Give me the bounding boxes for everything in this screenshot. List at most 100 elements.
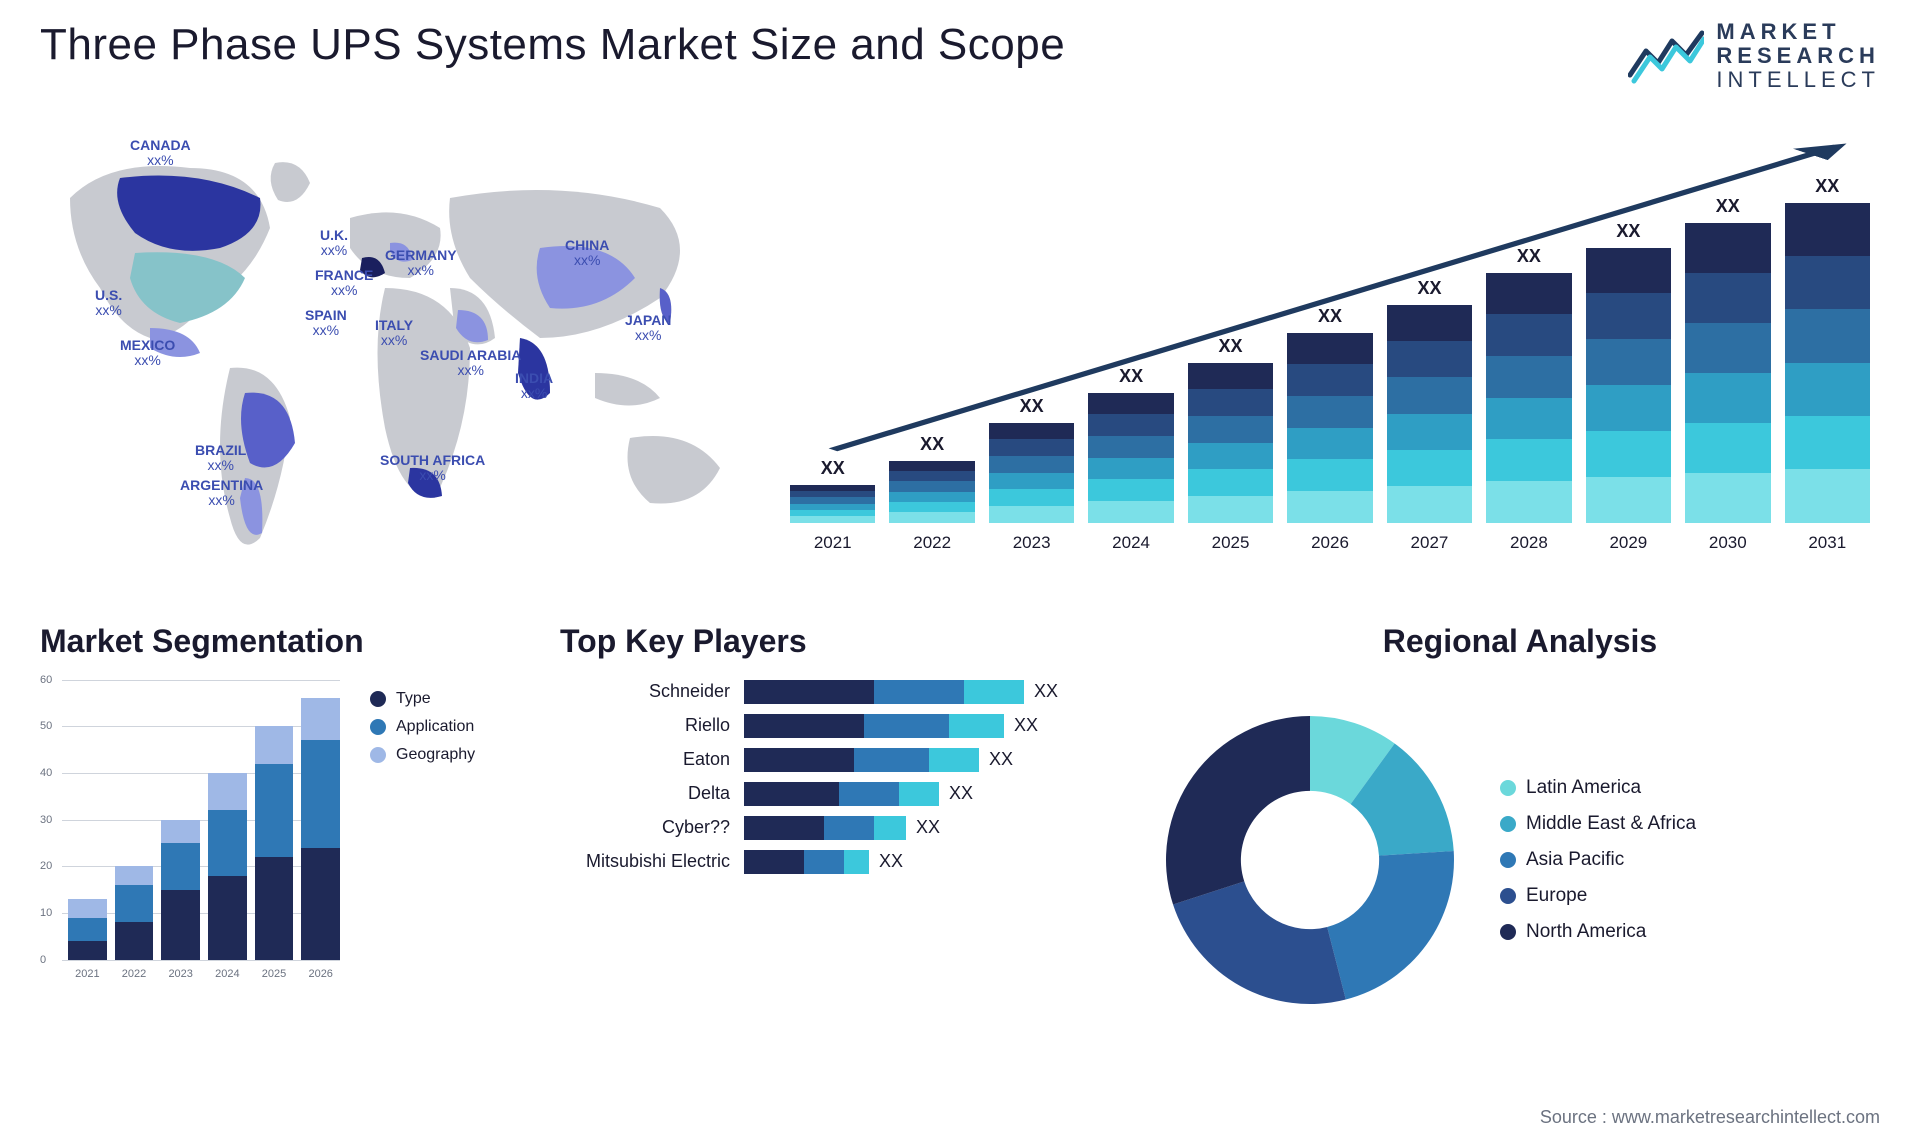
growth-bar: XX <box>1486 246 1571 523</box>
map-label: BRAZILxx% <box>195 443 246 474</box>
growth-bar-value: XX <box>1417 278 1441 299</box>
growth-year-label: 2031 <box>1785 533 1870 553</box>
growth-bar: XX <box>1685 196 1770 523</box>
logo-mark-icon <box>1628 27 1704 85</box>
growth-bar: XX <box>1785 176 1870 523</box>
y-tick: 30 <box>40 814 52 826</box>
regional-panel: Regional Analysis Latin America Middle Ea… <box>1160 623 1880 1043</box>
player-value: XX <box>1014 715 1038 736</box>
players-list: SchneiderXXRielloXXEatonXXDeltaXXCyber??… <box>560 680 1120 874</box>
regional-title: Regional Analysis <box>1160 623 1880 660</box>
player-row: Cyber?? XX <box>560 816 1120 840</box>
donut-legend: Latin America Middle East & Africa Asia Pa… <box>1500 763 1696 957</box>
player-name: Schneider <box>560 681 730 702</box>
growth-year-label: 2029 <box>1586 533 1671 553</box>
growth-bar: XX <box>889 434 974 523</box>
world-map-panel: CANADAxx% U.S.xx% MEXICOxx% BRAZILxx% ARGENT… <box>40 123 760 583</box>
segmentation-panel: Market Segmentation 0 10 20 30 40 50 60 2021 20… <box>40 623 520 1043</box>
player-name: Delta <box>560 783 730 804</box>
player-value: XX <box>879 851 903 872</box>
map-label: FRANCExx% <box>315 268 373 299</box>
map-label: U.K.xx% <box>320 228 348 259</box>
growth-bar: XX <box>1586 221 1671 523</box>
segmentation-title: Market Segmentation <box>40 623 520 660</box>
growth-year-label: 2021 <box>790 533 875 553</box>
player-row: Schneider XX <box>560 680 1120 704</box>
y-tick: 60 <box>40 674 52 686</box>
legend-item: Geography <box>370 746 475 764</box>
map-label: ARGENTINAxx% <box>180 478 263 509</box>
donut-slice <box>1327 851 1454 1000</box>
source-text: Source : www.marketresearchintellect.com <box>1540 1107 1880 1128</box>
player-row: Riello XX <box>560 714 1120 738</box>
brand-logo: MARKET RESEARCH INTELLECT <box>1628 20 1880 93</box>
player-row: Mitsubishi Electric XX <box>560 850 1120 874</box>
player-name: Mitsubishi Electric <box>560 851 730 872</box>
y-tick: 20 <box>40 860 52 872</box>
y-tick: 50 <box>40 720 52 732</box>
growth-year-label: 2030 <box>1685 533 1770 553</box>
y-tick: 40 <box>40 767 52 779</box>
map-label: GERMANYxx% <box>385 248 457 279</box>
y-tick: 10 <box>40 907 52 919</box>
growth-year-label: 2024 <box>1088 533 1173 553</box>
y-tick: 0 <box>40 954 46 966</box>
growth-bar-value: XX <box>821 458 845 479</box>
segmentation-bar <box>208 773 247 960</box>
donut-slice <box>1173 881 1346 1004</box>
segmentation-bar <box>68 899 107 960</box>
growth-bar: XX <box>1088 366 1173 523</box>
map-label: CANADAxx% <box>130 138 191 169</box>
map-label: MEXICOxx% <box>120 338 175 369</box>
segmentation-year-label: 2025 <box>255 968 294 980</box>
segmentation-bar <box>255 726 294 959</box>
legend-item: Asia Pacific <box>1500 849 1696 871</box>
growth-year-label: 2026 <box>1287 533 1372 553</box>
logo-line-1: MARKET <box>1716 20 1880 44</box>
growth-bar: XX <box>1387 278 1472 523</box>
growth-bar: XX <box>989 396 1074 523</box>
growth-bar-value: XX <box>1815 176 1839 197</box>
player-value: XX <box>989 749 1013 770</box>
map-label: SOUTH AFRICAxx% <box>380 453 485 484</box>
player-row: EatonXX <box>560 748 1120 772</box>
logo-line-3: INTELLECT <box>1716 68 1880 92</box>
player-value: XX <box>916 817 940 838</box>
donut-chart <box>1160 710 1460 1010</box>
map-label: CHINAxx% <box>565 238 609 269</box>
map-label: ITALYxx% <box>375 318 413 349</box>
legend-item: Application <box>370 718 475 736</box>
growth-bar-value: XX <box>920 434 944 455</box>
growth-bar-value: XX <box>1716 196 1740 217</box>
growth-year-label: 2022 <box>889 533 974 553</box>
legend-item: Middle East & Africa <box>1500 813 1696 835</box>
growth-bar-value: XX <box>1616 221 1640 242</box>
legend-item: Europe <box>1500 885 1696 907</box>
players-panel: Top Key Players SchneiderXXRielloXXEaton… <box>560 623 1120 1043</box>
growth-bar: XX <box>790 458 875 523</box>
growth-chart-panel: XXXXXXXXXXXXXXXXXXXXXX 20212022202320242… <box>790 123 1880 583</box>
growth-year-label: 2027 <box>1387 533 1472 553</box>
segmentation-bar <box>115 866 154 959</box>
player-row: Delta XX <box>560 782 1120 806</box>
player-name: Riello <box>560 715 730 736</box>
segmentation-year-label: 2024 <box>208 968 247 980</box>
map-label: SPAINxx% <box>305 308 347 339</box>
player-value: XX <box>949 783 973 804</box>
segmentation-year-label: 2022 <box>115 968 154 980</box>
map-label: U.S.xx% <box>95 288 122 319</box>
legend-item: Type <box>370 690 475 708</box>
map-label: INDIAxx% <box>515 371 553 402</box>
legend-item: Latin America <box>1500 777 1696 799</box>
segmentation-bar <box>301 698 340 959</box>
growth-bar-value: XX <box>1318 306 1342 327</box>
segmentation-legend: Type Application Geography <box>370 680 475 774</box>
growth-bar-value: XX <box>1020 396 1044 417</box>
segmentation-year-label: 2021 <box>68 968 107 980</box>
player-name: Cyber?? <box>560 817 730 838</box>
page-title: Three Phase UPS Systems Market Size and … <box>40 20 1065 70</box>
player-value: XX <box>1034 681 1058 702</box>
growth-bar: XX <box>1188 336 1273 523</box>
map-label: JAPANxx% <box>625 313 671 344</box>
growth-bar-value: XX <box>1517 246 1541 267</box>
